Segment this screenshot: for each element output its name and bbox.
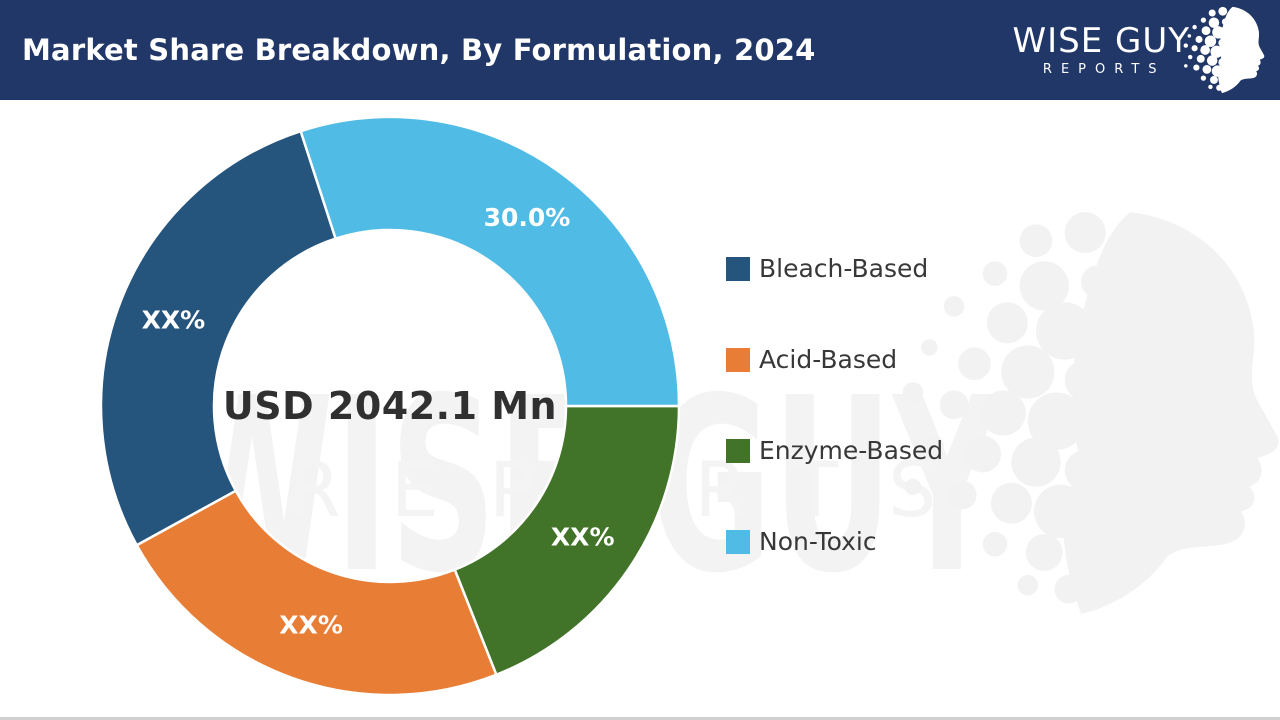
legend-item-enzyme-based: Enzyme-Based [726,436,943,465]
wise-guy-reports-logo: WISE GUY REPORTS [1012,6,1266,94]
bottom-divider [0,717,1280,720]
pie-segment-bleach-based [99,129,337,547]
donut-chart: XX% XX% XX% 30.0% [99,115,681,697]
segment-value-label-enzyme-based: XX% [551,523,615,552]
pie-segment-non-toxic [299,115,681,408]
pie-segment-enzyme-based [453,404,681,676]
legend-swatch-non-toxic [726,529,750,554]
legend-item-non-toxic: Non-Toxic [726,527,943,556]
page-title: Market Share Breakdown, By Formulation, … [22,33,816,67]
legend-swatch-acid-based [726,347,750,372]
logo-brand-text: WISE GUY [1012,21,1190,62]
segment-value-label-acid-based: XX% [279,611,343,640]
header-bar: Market Share Breakdown, By Formulation, … [0,0,1280,100]
segment-value-label-non-toxic: 30.0% [484,203,571,232]
chart-center-value: USD 2042.1 Mn [222,384,558,428]
legend-item-bleach-based: Bleach-Based [726,254,943,283]
legend-item-acid-based: Acid-Based [726,345,943,374]
legend-swatch-bleach-based [726,256,750,281]
legend-swatch-enzyme-based [726,438,750,463]
pie-segment-acid-based [135,489,498,697]
segment-value-label-bleach-based: XX% [142,306,206,335]
chart-legend: Bleach-Based Acid-Based Enzyme-Based Non… [726,254,943,556]
chart-area: WISE GUY REPORTS XX%XX%XX%30.0% USD 2042… [0,100,1280,720]
logo-brand-subtext: REPORTS [1042,61,1166,77]
logo-face-icon [1176,6,1266,94]
